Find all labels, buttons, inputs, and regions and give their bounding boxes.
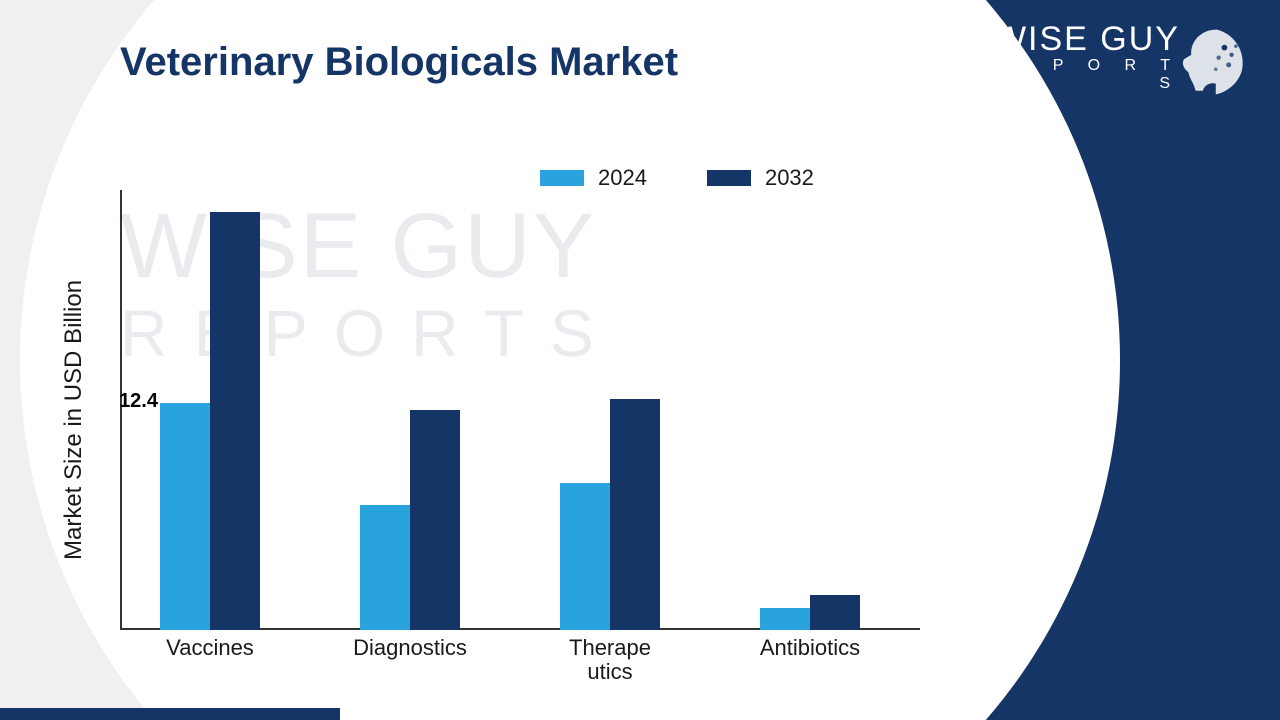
bar-antibiotics-2032 — [810, 595, 860, 630]
category-labels: Vaccines Diagnostics Therapeutics Antibioti… — [120, 636, 920, 696]
bar-diagnostics-2032 — [410, 410, 460, 630]
y-axis-label: Market Size in USD Billion — [60, 280, 88, 560]
chart-title: Veterinary Biologicals Market — [120, 40, 678, 85]
value-label-vaccines-2024: 12.4 — [108, 390, 158, 413]
chart-card: WISE GUY REPORTS Veterinary Biologicals … — [0, 0, 1280, 720]
legend-item-2032: 2032 — [707, 165, 814, 191]
bar-vaccines-2024 — [160, 403, 210, 630]
plot-area: 12.4 — [120, 190, 920, 630]
category-label-therapeutics: Therapeutics — [530, 636, 690, 684]
brand-subtitle: R E P O R T S — [976, 57, 1180, 93]
brand-logo: WISE GUY R E P O R T S — [976, 20, 1256, 93]
bottom-accent-bar — [0, 708, 340, 720]
bar-therapeutics-2024 — [560, 483, 610, 630]
legend-item-2024: 2024 — [540, 165, 647, 191]
legend-label-2032: 2032 — [765, 165, 814, 191]
bar-diagnostics-2024 — [360, 505, 410, 630]
category-label-diagnostics: Diagnostics — [330, 636, 490, 660]
bar-therapeutics-2032 — [610, 399, 660, 630]
legend-swatch-2032 — [707, 170, 751, 186]
brand-title: WISE GUY — [976, 20, 1180, 59]
bar-vaccines-2032 — [210, 212, 260, 630]
bar-antibiotics-2024 — [760, 608, 810, 630]
legend-swatch-2024 — [540, 170, 584, 186]
brand-panel — [960, 0, 1280, 720]
category-label-antibiotics: Antibiotics — [730, 636, 890, 660]
legend: 2024 2032 — [540, 165, 814, 191]
legend-label-2024: 2024 — [598, 165, 647, 191]
category-label-vaccines: Vaccines — [130, 636, 290, 660]
